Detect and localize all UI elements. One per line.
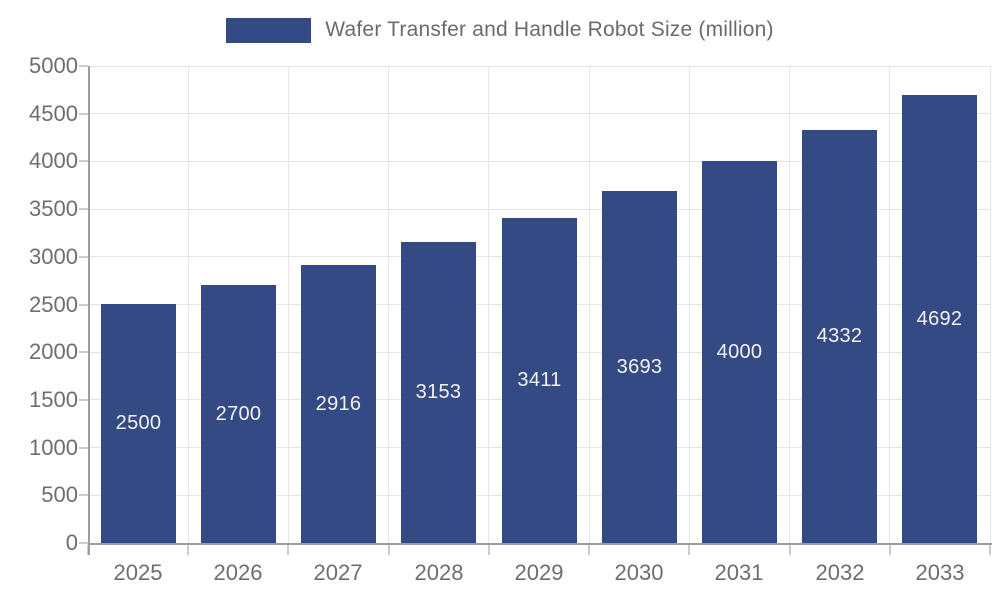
- v-gridline: [889, 66, 891, 543]
- bar-value-label: 3411: [517, 369, 562, 391]
- x-tick-label: 2027: [313, 560, 363, 585]
- y-tick: [79, 446, 88, 449]
- x-axis-line: [88, 543, 992, 545]
- v-gridline: [588, 66, 590, 543]
- x-tick-label: 2029: [514, 560, 564, 585]
- x-tick-label: 2026: [213, 560, 263, 585]
- legend-swatch: [226, 17, 312, 43]
- bar-2030: 3693: [602, 191, 677, 543]
- v-gridline: [187, 66, 189, 543]
- bar-2026: 2700: [201, 285, 276, 543]
- h-gridline: [88, 113, 990, 115]
- x-tick: [287, 545, 290, 555]
- y-tick-label: 2000: [29, 339, 78, 365]
- y-tick-label: 1000: [29, 434, 78, 460]
- y-tick: [79, 494, 88, 497]
- h-gridline: [88, 160, 990, 162]
- y-axis-line: [88, 66, 90, 555]
- bar-2027: 2916: [301, 265, 376, 543]
- y-tick: [79, 112, 88, 115]
- x-tick: [387, 545, 390, 555]
- v-gridline: [989, 66, 991, 543]
- bar-value-label: 2700: [215, 402, 262, 425]
- y-tick-label: 2500: [29, 291, 78, 317]
- v-gridline: [287, 66, 289, 543]
- bar-2033: 4692: [902, 95, 977, 543]
- x-tick: [888, 545, 891, 555]
- bar-2029: 3411: [502, 218, 577, 543]
- h-gridline: [88, 65, 990, 67]
- x-tick: [989, 545, 991, 555]
- bar-2028: 3153: [401, 242, 476, 543]
- bar-2031: 4000: [702, 161, 777, 543]
- y-tick-label: 5000: [29, 53, 78, 78]
- bar-value-label: 4332: [816, 325, 863, 347]
- x-tick-label: 2032: [815, 560, 865, 585]
- x-tick-label: 2030: [614, 560, 664, 585]
- x-tick-label: 2028: [414, 560, 464, 585]
- v-gridline: [388, 66, 390, 543]
- legend-label: Wafer Transfer and Handle Robot Size (mi…: [325, 18, 774, 41]
- y-tick: [79, 65, 88, 67]
- y-tick: [79, 398, 88, 401]
- plot-area: 2500 2700 2916 3153 3411 3693 4000 4332 4692: [88, 65, 991, 543]
- bar-value-label: 4692: [916, 307, 963, 330]
- y-tick: [79, 255, 88, 258]
- x-tick: [588, 545, 591, 555]
- x-tick: [788, 545, 791, 555]
- y-tick-label: 1500: [29, 386, 78, 412]
- bar-value-label: 3693: [616, 355, 663, 378]
- x-tick: [487, 545, 490, 555]
- v-gridline: [488, 66, 490, 543]
- legend[interactable]: Wafer Transfer and Handle Robot Size (mi…: [0, 14, 1000, 46]
- y-tick: [79, 208, 88, 211]
- x-tick-label: 2025: [113, 560, 163, 585]
- bar-value-label: 4000: [716, 340, 763, 363]
- y-tick: [79, 351, 88, 354]
- h-gridline: [88, 208, 990, 210]
- bar-value-label: 3153: [415, 381, 462, 403]
- y-tick-label: 4000: [29, 148, 78, 174]
- x-tick: [187, 545, 190, 555]
- y-tick: [79, 160, 88, 163]
- y-tick-label: 3500: [29, 196, 78, 222]
- bar-value-label: 2500: [115, 412, 162, 434]
- x-tick: [688, 545, 691, 555]
- x-tick-label: 2033: [915, 560, 965, 585]
- bar-2032: 4332: [802, 130, 877, 543]
- y-tick: [79, 542, 88, 544]
- y-tick-label: 500: [41, 482, 78, 508]
- y-tick: [79, 303, 88, 306]
- x-tick-label: 2031: [714, 560, 764, 585]
- y-tick-label: 4500: [29, 100, 78, 126]
- v-gridline: [789, 66, 791, 543]
- v-gridline: [688, 66, 690, 543]
- bar-value-label: 2916: [315, 392, 362, 415]
- y-tick-label: 0: [65, 530, 78, 555]
- y-tick-label: 3000: [29, 243, 78, 269]
- bar-2025: 2500: [101, 304, 176, 543]
